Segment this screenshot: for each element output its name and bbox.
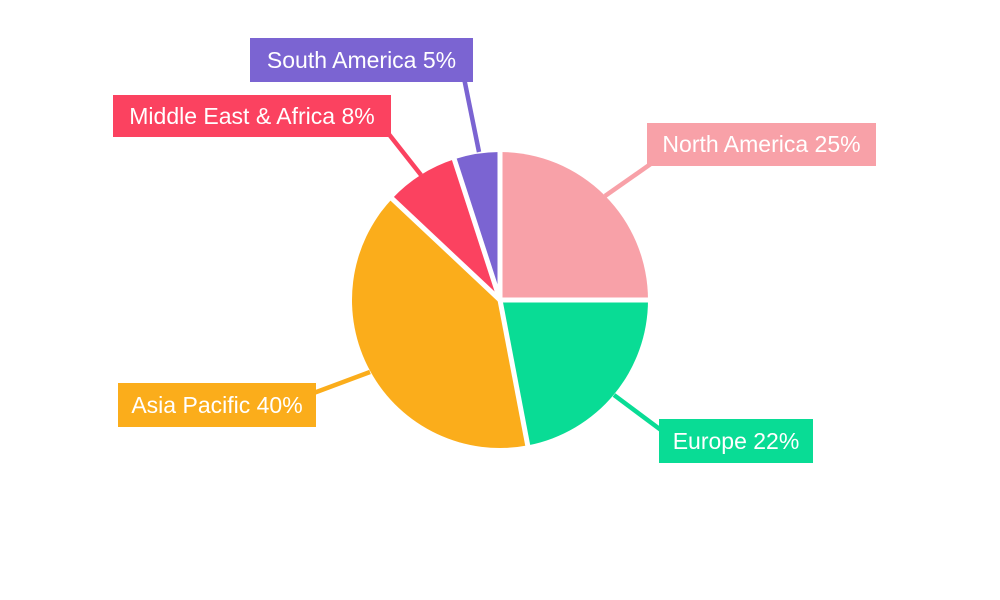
slice-separator xyxy=(389,196,502,302)
slice-separator xyxy=(451,157,503,301)
pie-slice-middle-east-africa xyxy=(392,159,500,300)
callout-label-europe: Europe 22% xyxy=(672,427,800,454)
callout-middle-east-africa: Middle East & Africa 8% xyxy=(113,95,391,137)
callout-europe: Europe 22% xyxy=(659,419,813,463)
pie-slice-asia-pacific xyxy=(351,198,528,449)
callout-south-america: South America 5% xyxy=(250,38,473,82)
pie-slice-europe xyxy=(500,300,648,446)
callout-label-middle-east-africa: Middle East & Africa 8% xyxy=(129,102,375,129)
leader-line-south-america xyxy=(461,77,482,153)
pie-slice-north-america xyxy=(500,152,648,300)
callout-label-asia-pacific: Asia Pacific 40% xyxy=(131,391,303,418)
callout-north-america: North America 25% xyxy=(647,123,876,166)
callout-label-south-america: South America 5% xyxy=(266,46,457,73)
callout-label-north-america: North America 25% xyxy=(662,131,861,157)
slice-separator xyxy=(497,299,531,447)
callout-asia-pacific: Asia Pacific 40% xyxy=(118,383,316,427)
